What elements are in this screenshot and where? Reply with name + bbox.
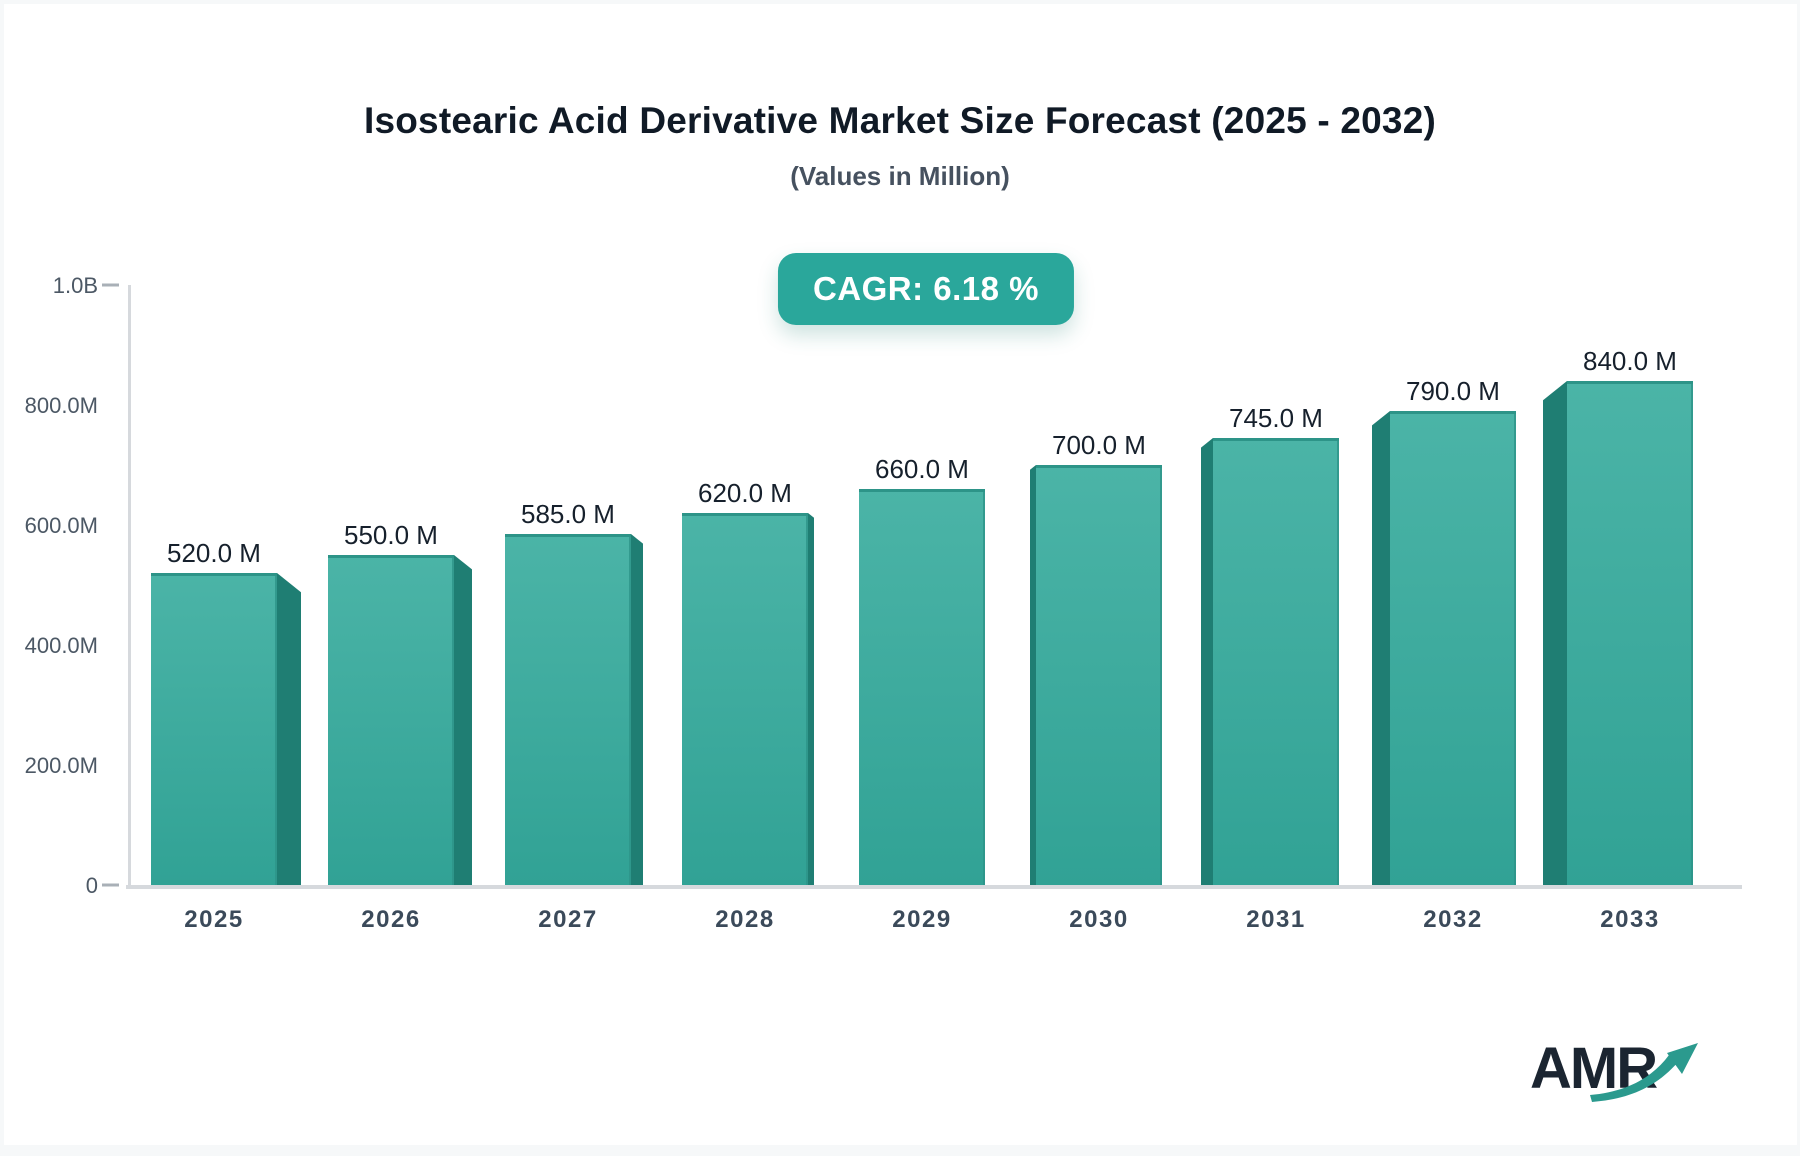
bar-2028[interactable]	[682, 513, 808, 885]
bar-value-label: 585.0 M	[521, 499, 615, 529]
bar-value-label: 745.0 M	[1229, 403, 1323, 433]
bar-group-2025: 520.0 M 2025	[151, 538, 301, 933]
bar-value-label: 700.0 M	[1052, 430, 1146, 460]
growth-arrow-icon	[1590, 1043, 1698, 1102]
bar-right-edge	[1514, 411, 1516, 885]
bar-top-edge	[1036, 465, 1162, 468]
bar-top-edge	[505, 534, 631, 537]
bar-2031[interactable]	[1213, 438, 1339, 885]
bar-right-edge	[1337, 438, 1339, 885]
bar-group-2030: 700.0 M 2030	[1030, 430, 1162, 933]
bar-2026[interactable]	[328, 555, 454, 885]
y-axis-tick	[102, 283, 119, 287]
bar-value-label: 620.0 M	[698, 478, 792, 508]
bar-right-edge	[806, 513, 808, 885]
bar-group-2029: 660.0 M 2029	[859, 454, 985, 933]
bar-group-2026: 550.0 M 2026	[328, 520, 472, 933]
amr-logo: AMR	[1530, 1036, 1698, 1102]
bar-side-face	[1030, 465, 1036, 885]
bar-right-edge	[275, 573, 277, 885]
bar-2030[interactable]	[1036, 465, 1162, 885]
y-axis-line	[128, 285, 131, 889]
x-axis-label: 2033	[1600, 906, 1659, 933]
bar-side-face	[277, 573, 301, 885]
bar-value-label: 520.0 M	[167, 538, 261, 568]
bar-top-edge	[151, 573, 277, 576]
cagr-badge: CAGR: 6.18 %	[777, 253, 1075, 325]
page-subtitle: (Values in Million)	[790, 161, 1010, 191]
bar-side-face	[1543, 381, 1567, 885]
bar-side-face	[808, 513, 814, 885]
bar-side-face	[1201, 438, 1213, 885]
x-axis-label: 2028	[715, 906, 774, 933]
y-axis-label: 0	[86, 873, 98, 898]
bar-value-label: 660.0 M	[875, 454, 969, 484]
x-axis-label: 2027	[538, 906, 597, 933]
bar-value-label: 840.0 M	[1583, 346, 1677, 376]
bar-group-2028: 620.0 M 2028	[682, 478, 814, 933]
bar-2025[interactable]	[151, 573, 277, 885]
bar-2033[interactable]	[1567, 381, 1693, 885]
bar-2032[interactable]	[1390, 411, 1516, 885]
bar-right-edge	[1691, 381, 1693, 885]
bar-top-edge	[328, 555, 454, 558]
bar-right-edge	[452, 555, 454, 885]
bar-side-face	[631, 534, 643, 885]
page-title: Isostearic Acid Derivative Market Size F…	[363, 100, 1437, 141]
y-axis-label: 1.0B	[53, 273, 98, 298]
bar-side-face	[1372, 411, 1390, 885]
y-axis-label: 200.0M	[25, 753, 98, 778]
bar-group-2027: 585.0 M 2027	[505, 499, 643, 933]
bar-group-2032: 790.0 M 2032	[1372, 376, 1516, 933]
bar-value-label: 790.0 M	[1406, 376, 1500, 406]
bar-value-label: 550.0 M	[344, 520, 438, 550]
bar-2027[interactable]	[505, 534, 631, 885]
x-axis-label: 2030	[1069, 906, 1128, 933]
y-axis-label: 800.0M	[25, 393, 98, 418]
bar-side-face	[454, 555, 472, 885]
x-axis-label: 2026	[361, 906, 420, 933]
x-axis-label: 2029	[892, 906, 951, 933]
bar-top-edge	[1567, 381, 1693, 384]
x-axis-label: 2031	[1246, 906, 1305, 933]
bar-right-edge	[983, 489, 985, 885]
bar-group-2031: 745.0 M 2031	[1201, 403, 1339, 933]
y-axis-label: 600.0M	[25, 513, 98, 538]
bar-right-edge	[629, 534, 631, 885]
bar-group-2033: 840.0 M 2033	[1543, 346, 1693, 933]
x-axis-label: 2025	[184, 906, 243, 933]
bar-right-edge	[1160, 465, 1162, 885]
x-axis-line	[126, 885, 1742, 889]
y-axis-tick	[102, 883, 119, 887]
bar-top-edge	[859, 489, 985, 492]
bar-top-edge	[1213, 438, 1339, 441]
y-axis-label: 400.0M	[25, 633, 98, 658]
x-axis-label: 2032	[1423, 906, 1482, 933]
bar-top-edge	[1390, 411, 1516, 414]
bar-2029[interactable]	[859, 489, 985, 885]
bar-top-edge	[682, 513, 808, 516]
